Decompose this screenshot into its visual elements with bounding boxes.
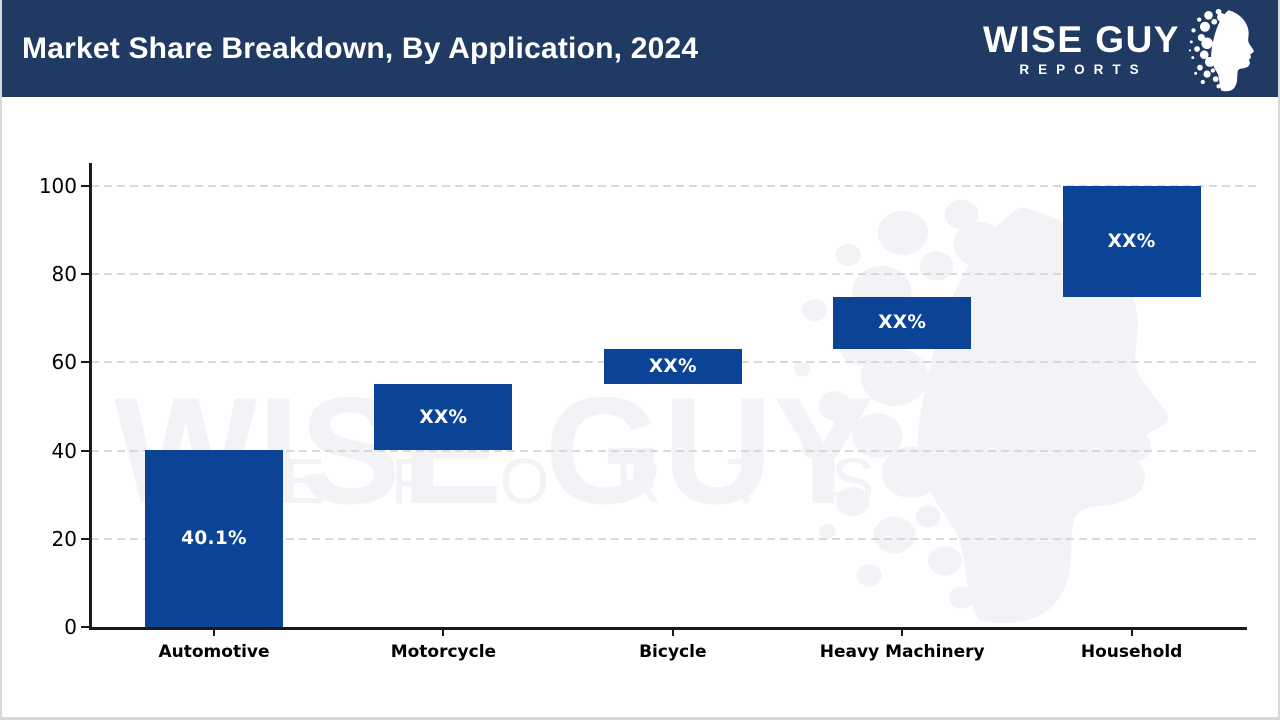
logo-wordmark: WISE GUY	[982, 18, 1180, 60]
x-axis-label-motorcycle: Motorcycle	[390, 642, 497, 662]
bar-household: XX%	[1062, 186, 1201, 297]
bar-value-label: XX%	[419, 406, 468, 428]
x-tick-heavy-machinery	[901, 629, 904, 636]
x-axis-label-household: Household	[1080, 642, 1183, 662]
gridline-40	[91, 449, 1261, 452]
logo-subtitle: REPORTS	[1019, 61, 1148, 77]
y-tick-20	[81, 537, 89, 540]
y-axis-line	[89, 163, 92, 630]
bar-value-label: XX%	[878, 312, 927, 334]
bar-value-label: 40.1%	[181, 528, 247, 550]
x-axis-line	[89, 627, 1247, 630]
y-tick-label-80: 80	[51, 262, 77, 287]
x-tick-bicycle	[671, 629, 674, 636]
gridline-20	[91, 537, 1261, 540]
chart-area: WISE GUY REPORTS 02040608010040.1%Automo…	[2, 97, 1278, 717]
y-tick-label-20: 20	[51, 526, 77, 551]
x-axis-label-automotive: Automotive	[158, 642, 270, 662]
y-tick-label-0: 0	[64, 615, 77, 639]
y-tick-80	[81, 273, 89, 276]
chart-title: Market Share Breakdown, By Application, …	[22, 31, 699, 65]
x-tick-automotive	[213, 629, 215, 636]
gridline-100	[91, 185, 1261, 187]
bar-value-label: XX%	[1107, 230, 1156, 252]
gridline-80	[91, 273, 1261, 276]
x-axis-label-heavy-machinery: Heavy Machinery	[819, 642, 985, 662]
y-tick-label-60: 60	[51, 350, 77, 375]
wiseguy-logo: WISE GUY REPORTS	[983, 6, 1258, 92]
y-tick-40	[81, 449, 89, 452]
x-axis-label-bicycle: Bicycle	[639, 642, 707, 662]
bar-bicycle: XX%	[603, 349, 742, 385]
watermark-subtitle: REPORTS	[170, 445, 941, 517]
y-tick-label-100: 100	[38, 174, 77, 198]
bar-automotive: 40.1%	[145, 450, 283, 627]
bar-heavy-machinery: XX%	[833, 296, 972, 350]
bar-motorcycle: XX%	[374, 384, 513, 451]
y-tick-0	[81, 626, 89, 628]
x-tick-household	[1130, 629, 1133, 636]
header: Market Share Breakdown, By Application, …	[2, 0, 1278, 97]
y-tick-label-40: 40	[51, 438, 77, 463]
logo-head-icon	[1182, 6, 1258, 92]
plot-area: 0 20 40 60 80 100 40.1% Automotive XX% Motorcycle…	[39, 163, 1261, 662]
bar-value-label: XX%	[648, 356, 697, 378]
x-tick-motorcycle	[442, 629, 445, 636]
y-tick-60	[81, 361, 89, 364]
y-tick-100	[81, 185, 89, 187]
